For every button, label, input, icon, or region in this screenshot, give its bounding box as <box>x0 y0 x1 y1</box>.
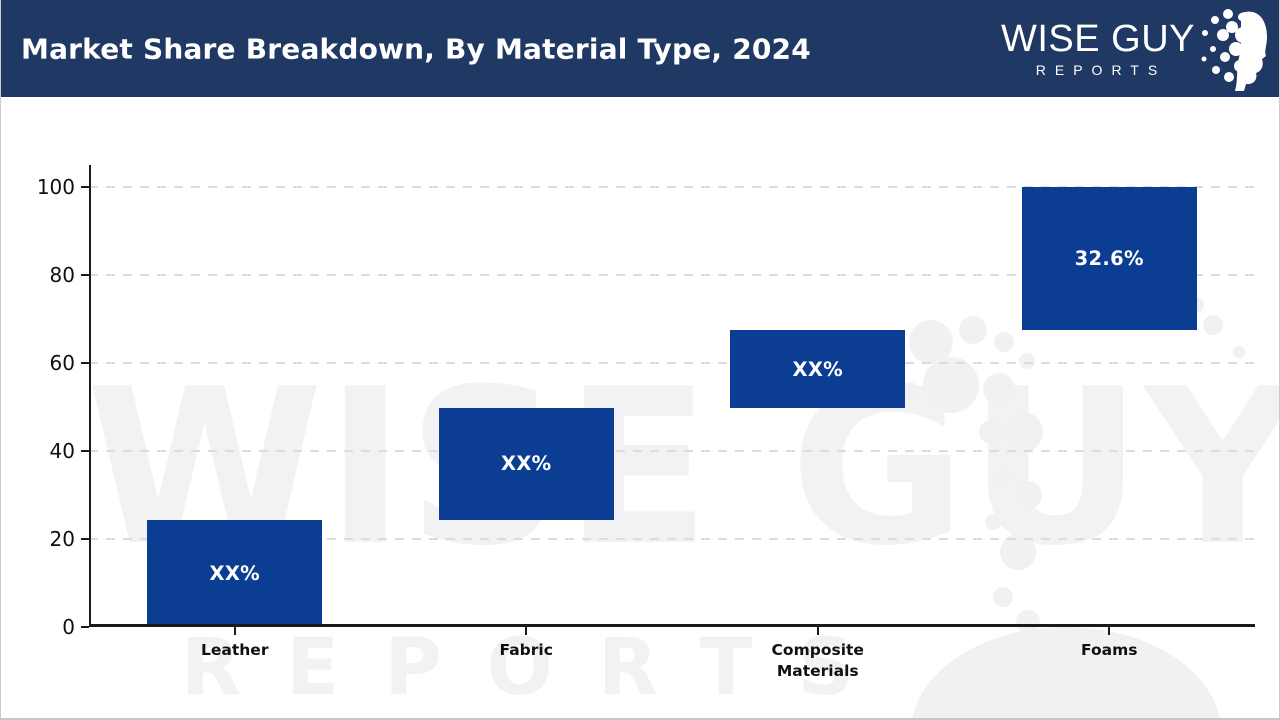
page-title: Market Share Breakdown, By Material Type… <box>21 32 811 65</box>
bar-leather: XX% <box>147 519 323 627</box>
bar-value-label: XX% <box>500 452 552 476</box>
x-tick <box>525 627 528 635</box>
x-tick-label: Fabric <box>499 641 553 659</box>
gridline <box>89 450 1255 452</box>
x-tick-label: Leather <box>201 641 269 659</box>
bar-fabric: XX% <box>438 407 614 520</box>
x-axis-line <box>89 624 1255 627</box>
y-tick-label: 80 <box>49 263 75 287</box>
y-tick-label: 20 <box>49 527 75 551</box>
y-tick-label: 0 <box>62 615 75 639</box>
y-tick-label: 100 <box>36 175 75 199</box>
gridline <box>89 186 1255 188</box>
x-tick <box>816 627 819 635</box>
bar-foams: 32.6% <box>1021 187 1197 331</box>
y-tick <box>81 362 89 364</box>
bar-value-label: XX% <box>209 561 260 585</box>
logo-subtitle: REPORTS <box>1035 61 1167 78</box>
report-header: Market Share Breakdown, By Material Type… <box>1 0 1279 97</box>
x-tick <box>233 627 236 635</box>
x-tick <box>1108 627 1111 635</box>
bar-value-label: 32.6% <box>1074 247 1144 271</box>
y-tick-label: 40 <box>49 439 75 463</box>
x-tick-label: Foams <box>1081 641 1138 659</box>
bar-value-label: XX% <box>792 357 843 381</box>
bar-composite-materials: XX% <box>730 330 906 408</box>
y-tick-label: 60 <box>49 351 75 375</box>
wise-guy-logo: WISE GUY REPORTS <box>1001 7 1269 91</box>
y-tick <box>81 626 89 628</box>
y-axis-line <box>89 165 91 627</box>
chart-area: WISE GUY REPORTS 0 20 40 60 80 100 XX% Leather X… <box>1 97 1279 718</box>
gridline <box>89 274 1255 276</box>
y-tick <box>81 450 89 452</box>
y-tick <box>81 538 89 540</box>
logo-name: WISE GUY <box>1000 18 1195 61</box>
logo-text: WISE GUY REPORTS <box>1000 18 1195 78</box>
wise-guy-face-icon <box>1195 7 1269 91</box>
y-tick <box>81 274 89 276</box>
gridline <box>89 538 1255 540</box>
gridline <box>89 362 1255 364</box>
plot-area: 0 20 40 60 80 100 XX% Leather XX% Fabric XX% Compos… <box>37 165 1255 680</box>
x-tick-label: Composite Materials <box>771 641 864 680</box>
y-tick <box>81 186 89 188</box>
